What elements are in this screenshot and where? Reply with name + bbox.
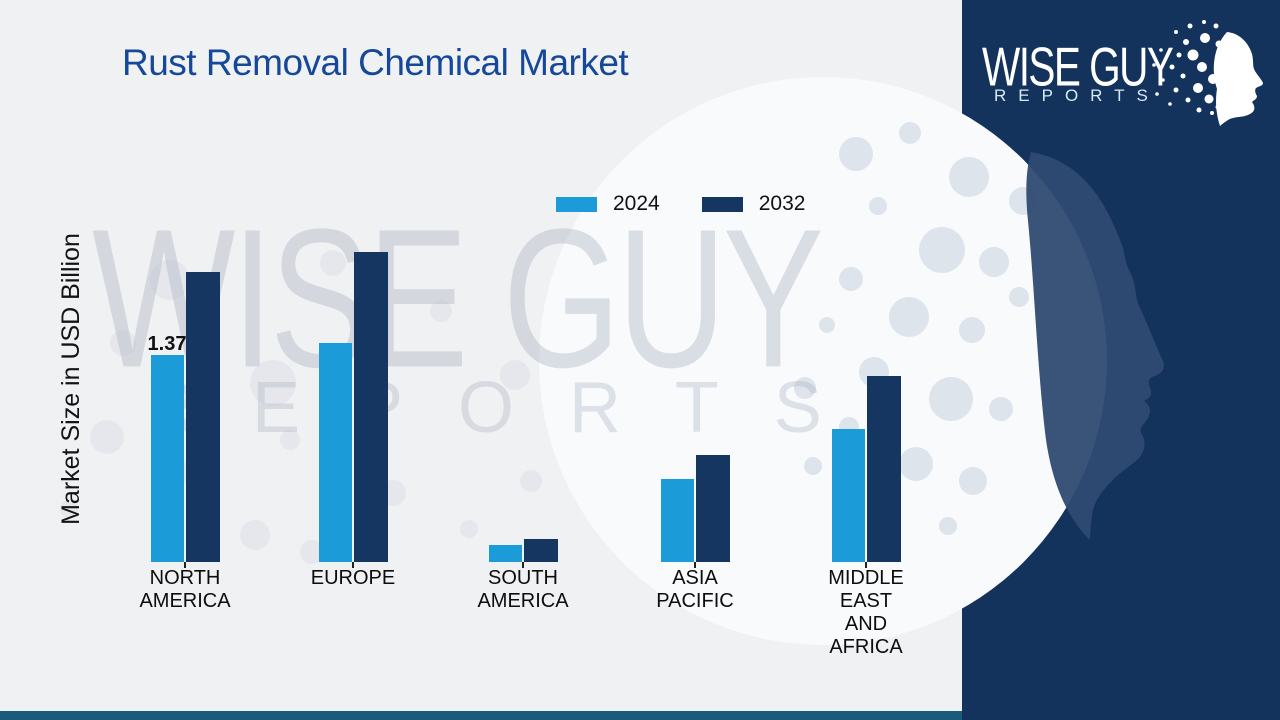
data-label-north-america-2024: 1.37 [147,333,187,355]
legend-swatch-2024 [556,196,597,212]
texture-blob [949,157,989,197]
bar-2024-asia-pacific [661,479,694,562]
x-axis-label-middle-east-and-africa: MIDDLE EAST AND AFRICA [828,567,904,658]
bar-2032-north-america [186,272,220,562]
texture-blob [959,317,985,343]
legend-swatch-2032 [701,196,743,212]
texture-blob [839,267,863,291]
texture-blob [869,197,887,215]
bar-2032-south-america [524,539,558,562]
texture-blob [919,227,965,273]
x-axis-label-europe: EUROPE [310,567,396,589]
face-profile-silhouette [1026,152,1164,540]
x-axis-tick [184,562,186,568]
x-axis-label-asia-pacific: ASIA PACIFIC [656,567,734,612]
x-axis-tick [865,562,867,568]
texture-blob [899,447,933,481]
texture-blob [979,247,1009,277]
texture-blob [1009,287,1029,307]
legend-label-2024: 2024 [613,192,660,215]
x-axis-tick [694,562,696,568]
texture-blob [839,137,873,171]
texture-blob [929,377,973,421]
bar-2024-europe [319,343,352,562]
decorative-globe-circle [539,77,1107,645]
x-axis-tick [522,562,524,568]
texture-blob [794,377,816,399]
x-axis-label-north-america: NORTH AMERICA [139,567,231,612]
texture-blob [989,397,1013,421]
legend-label-2032: 2032 [758,192,806,215]
texture-blob [899,122,921,144]
y-axis-label: Market Size in USD Billion [57,233,85,525]
texture-blob [939,517,957,535]
bar-2024-south-america [489,545,522,562]
bar-2032-asia-pacific [696,455,730,562]
texture-blob [819,317,835,333]
bar-2032-middle-east-and-africa [867,376,901,562]
chart-legend: 2024 2032 [556,192,805,216]
x-axis-tick [352,562,354,568]
texture-blob [804,457,822,475]
x-axis-label-south-america: SOUTH AMERICA [477,567,569,612]
bottom-accent-band [0,711,1280,720]
bar-2024-middle-east-and-africa [832,429,865,562]
texture-blob [959,467,987,495]
bar-2032-europe [354,252,388,562]
bar-2024-north-america [151,355,184,562]
page-title: Rust Removal Chemical Market [122,42,629,83]
texture-blob [889,297,929,337]
